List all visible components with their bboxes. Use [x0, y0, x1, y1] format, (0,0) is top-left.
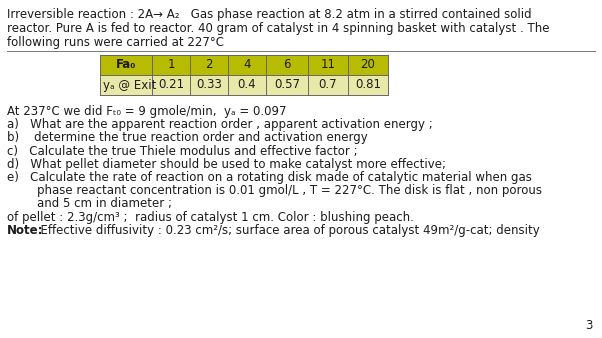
Text: 0.21: 0.21 — [158, 78, 184, 92]
Bar — [100, 75, 388, 95]
Text: 1: 1 — [167, 58, 175, 72]
Text: Fa₀: Fa₀ — [116, 58, 136, 72]
Text: At 237°C we did Fₜ₀ = 9 gmole/min,  yₐ = 0.097: At 237°C we did Fₜ₀ = 9 gmole/min, yₐ = … — [7, 105, 287, 118]
Text: Effective diffusivity : 0.23 cm²/s; surface area of porous catalyst 49m²/g-cat; : Effective diffusivity : 0.23 cm²/s; surf… — [33, 224, 539, 237]
Text: 0.81: 0.81 — [355, 78, 381, 92]
Text: Note:: Note: — [7, 224, 43, 237]
Text: 0.57: 0.57 — [274, 78, 300, 92]
Text: and 5 cm in diameter ;: and 5 cm in diameter ; — [7, 197, 172, 210]
Text: of pellet : 2.3g/cm³ ;  radius of catalyst 1 cm. Color : blushing peach.: of pellet : 2.3g/cm³ ; radius of catalys… — [7, 211, 414, 224]
Text: 4: 4 — [243, 58, 251, 72]
Text: c)   Calculate the true Thiele modulus and effective factor ;: c) Calculate the true Thiele modulus and… — [7, 145, 358, 158]
Text: a)   What are the apparent reaction order , apparent activation energy ;: a) What are the apparent reaction order … — [7, 118, 433, 131]
Text: 2: 2 — [205, 58, 213, 72]
Text: 11: 11 — [320, 58, 335, 72]
Text: 3: 3 — [586, 319, 593, 332]
Text: 6: 6 — [284, 58, 291, 72]
Text: Irreversible reaction : 2A→ A₂   Gas phase reaction at 8.2 atm in a stirred cont: Irreversible reaction : 2A→ A₂ Gas phase… — [7, 8, 532, 21]
Text: d)   What pellet diameter should be used to make catalyst more effective;: d) What pellet diameter should be used t… — [7, 158, 446, 171]
Bar — [100, 55, 388, 75]
Text: 20: 20 — [361, 58, 376, 72]
Text: 0.7: 0.7 — [318, 78, 337, 92]
Text: phase reactant concentration is 0.01 gmol/L , T = 227°C. The disk is flat , non : phase reactant concentration is 0.01 gmo… — [7, 184, 542, 197]
Text: b)    determine the true reaction order and activation energy: b) determine the true reaction order and… — [7, 131, 368, 144]
Text: 0.33: 0.33 — [196, 78, 222, 92]
Text: reactor. Pure A is fed to reactor. 40 gram of catalyst in 4 spinning basket with: reactor. Pure A is fed to reactor. 40 gr… — [7, 22, 550, 35]
Text: yₐ @ Exit: yₐ @ Exit — [103, 78, 157, 92]
Text: following runs were carried at 227°C: following runs were carried at 227°C — [7, 36, 224, 49]
Text: 0.4: 0.4 — [238, 78, 256, 92]
Text: e)   Calculate the rate of reaction on a rotating disk made of catalytic materia: e) Calculate the rate of reaction on a r… — [7, 171, 532, 184]
